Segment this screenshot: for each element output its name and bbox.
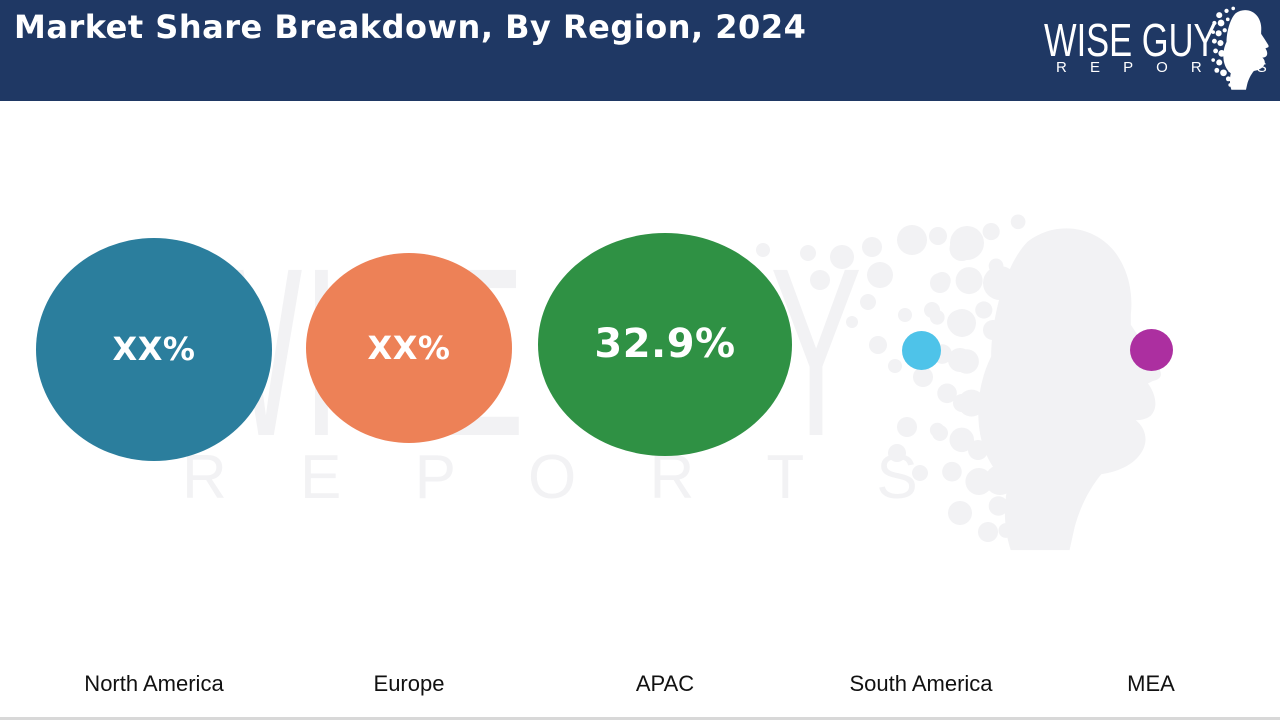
category-label-europe: Europe xyxy=(373,671,445,696)
watermark-tagline: R E P O R T S xyxy=(182,443,946,512)
logo-tagline: R E P O R T S xyxy=(1056,59,1277,76)
bubble-value-label: XX% xyxy=(367,329,451,367)
category-label-apac: APAC xyxy=(635,671,695,696)
bottom-divider xyxy=(0,717,1280,720)
header-bar: Market Share Breakdown, By Region, 2024 … xyxy=(0,0,1280,101)
wise-guy-head-icon xyxy=(1211,6,1269,90)
bubble-apac: 32.9% xyxy=(538,232,792,456)
category-label-mea: MEA xyxy=(1127,671,1175,696)
bubble-north-america: XX% xyxy=(36,237,272,461)
category-label-north-america: North America xyxy=(84,671,224,696)
page-title: Market Share Breakdown, By Region, 2024 xyxy=(14,8,807,46)
bubble-europe: XX% xyxy=(306,253,512,443)
bubble-value-label: XX% xyxy=(112,330,196,368)
bubble-value-label: 32.9% xyxy=(594,321,736,367)
bubble-south-america xyxy=(901,330,941,370)
bubble-mea xyxy=(1129,329,1173,371)
category-label-south-america: South America xyxy=(849,671,993,696)
logo-wordmark: WISE GUY xyxy=(1044,14,1217,66)
